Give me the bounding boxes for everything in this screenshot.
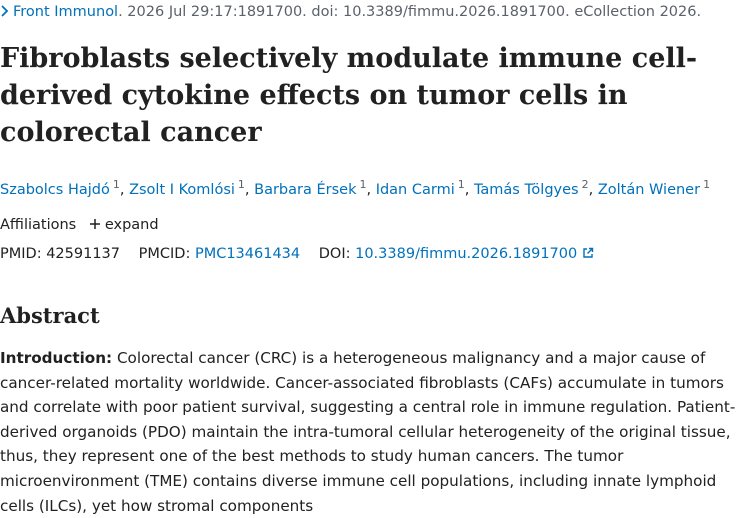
pmid: 42591137 [46,246,121,262]
affiliation-number: 1 [457,178,465,191]
page: Article {"citation": {"journal": "Front … [0,4,736,515]
affiliation-number: 1 [359,178,367,191]
abstract-text: Colorectal cancer (CRC) is a heterogeneo… [0,349,736,515]
chevron-icon [1,5,9,17]
identifiers: PMID: 42591137 PMCID: PMC13461434 DOI: 1… [0,246,594,262]
expand-toggle[interactable]: expand [89,217,159,233]
author-link[interactable]: Tamás Tölgyes [473,181,579,198]
abstract-heading: Abstract [0,303,100,328]
body: Front Immunol. 2026 Jul 29:17:1891700. d… [0,4,736,515]
author: Szabolcs Hajdó 1 [0,178,120,198]
citation-details: . 2026 Jul 29:17:1891700. doi: 10.3389/f… [118,4,702,20]
article-title: Fibroblasts selectively modulate immune … [0,43,698,148]
affiliations: Affiliations expand [0,217,159,233]
affiliation-number: 1 [112,178,120,191]
citation: Front Immunol. 2026 Jul 29:17:1891700. d… [0,4,701,20]
affiliations-label: Affiliations [0,217,77,233]
abstract-paragraph: Introduction: Colorectal cancer (CRC) is… [0,346,742,518]
author-list: Szabolcs Hajdó1Zsolt I Komlósi1Barbara É… [0,178,710,198]
affiliation-number: 1 [703,178,711,191]
expand-label: expand [104,217,159,233]
author-link[interactable]: Zsolt I Komlósi [129,181,235,198]
author-link[interactable]: Zoltán Wiener [597,181,701,198]
author-link[interactable]: Barbara Érsek [254,181,357,198]
section-label: Introduction: [0,349,113,367]
pmid-label: PMID: [0,246,42,262]
journal-link[interactable]: Front Immunol [13,4,119,20]
plus-icon [89,219,100,229]
affiliation-number: 1 [237,178,245,191]
external-link-icon [583,247,594,258]
affiliation-number: 2 [581,178,589,191]
author-link[interactable]: Szabolcs Hajdó [0,181,110,198]
author-link[interactable]: Idan Carmi [375,181,455,198]
pmcid-link[interactable]: PMC13461434 [194,246,301,262]
doi-label: DOI: [318,246,351,262]
pmcid-label: PMCID: [138,246,191,262]
doi-link[interactable]: 10.3389/fimmu.2026.1891700 [355,246,578,262]
